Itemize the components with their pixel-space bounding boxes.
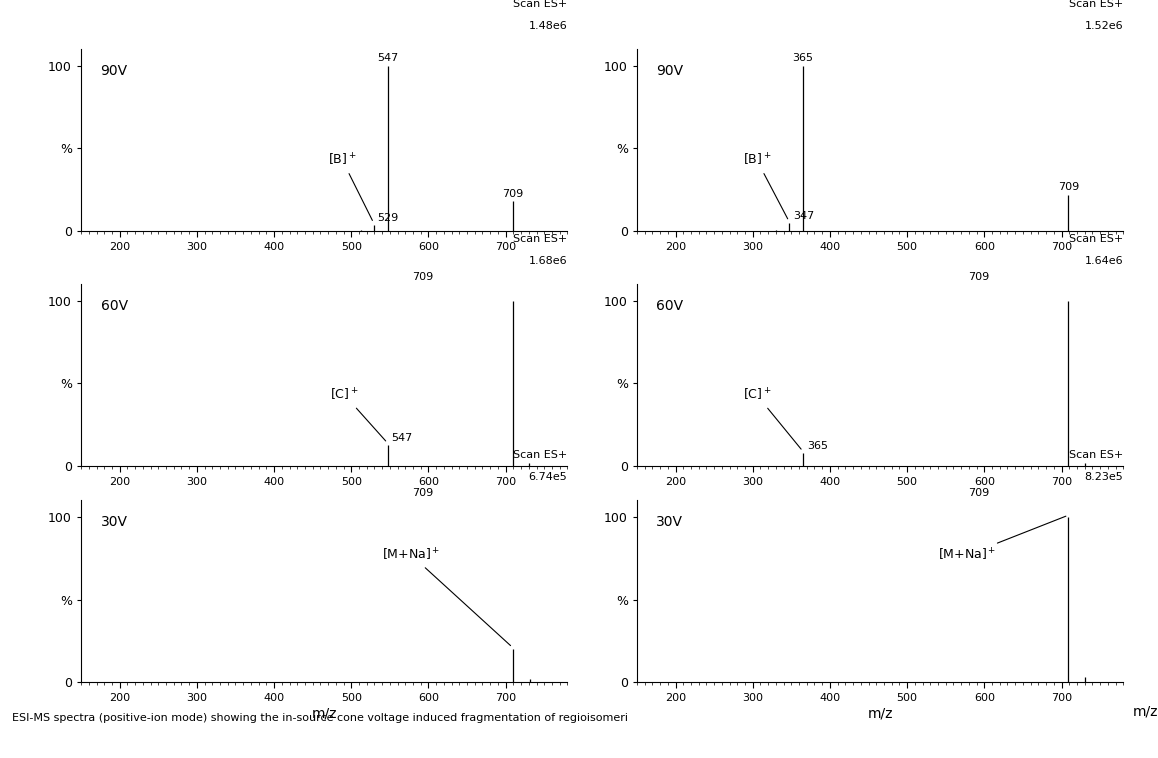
Text: 8.23e5: 8.23e5 xyxy=(1085,472,1123,482)
Text: 1.68e6: 1.68e6 xyxy=(529,256,567,266)
Text: m/z: m/z xyxy=(1133,704,1158,718)
Text: Scan ES+: Scan ES+ xyxy=(1069,234,1123,244)
Text: 709: 709 xyxy=(412,488,433,499)
Text: 547: 547 xyxy=(391,433,412,443)
Text: 709: 709 xyxy=(501,189,523,199)
Text: 347: 347 xyxy=(793,211,814,221)
Text: 30V: 30V xyxy=(657,515,683,529)
Text: Scan ES+: Scan ES+ xyxy=(513,234,567,244)
Text: 1.64e6: 1.64e6 xyxy=(1085,256,1123,266)
Text: 1.52e6: 1.52e6 xyxy=(1085,21,1123,31)
Text: Scan ES+: Scan ES+ xyxy=(1069,0,1123,9)
Text: [C]$^+$: [C]$^+$ xyxy=(742,387,801,449)
Text: [M+Na]$^+$: [M+Na]$^+$ xyxy=(382,547,511,646)
Text: 365: 365 xyxy=(807,441,828,451)
Text: 547: 547 xyxy=(376,53,398,64)
Text: 90V: 90V xyxy=(657,64,683,78)
Text: 709: 709 xyxy=(968,488,989,499)
Text: [C]$^+$: [C]$^+$ xyxy=(330,387,386,441)
Text: ESI-MS spectra (positive-ion mode) showing the in-source cone voltage induced fr: ESI-MS spectra (positive-ion mode) showi… xyxy=(12,713,628,722)
Text: Scan ES+: Scan ES+ xyxy=(1069,450,1123,460)
Text: Scan ES+: Scan ES+ xyxy=(513,0,567,9)
Text: 6.74e5: 6.74e5 xyxy=(529,472,567,482)
Text: [B]$^+$: [B]$^+$ xyxy=(328,152,373,221)
X-axis label: m/z: m/z xyxy=(867,706,893,721)
Text: 365: 365 xyxy=(792,53,813,64)
Text: 709: 709 xyxy=(412,272,433,283)
Text: 709: 709 xyxy=(1057,183,1079,193)
Text: 90V: 90V xyxy=(101,64,127,78)
Text: [B]$^+$: [B]$^+$ xyxy=(742,152,787,219)
Text: 60V: 60V xyxy=(657,299,683,313)
Text: 60V: 60V xyxy=(101,299,127,313)
Text: 1.48e6: 1.48e6 xyxy=(529,21,567,31)
Text: 529: 529 xyxy=(378,213,398,223)
X-axis label: m/z: m/z xyxy=(312,706,337,721)
Text: 30V: 30V xyxy=(101,515,127,529)
Text: Scan ES+: Scan ES+ xyxy=(513,450,567,460)
Text: [M+Na]$^+$: [M+Na]$^+$ xyxy=(938,516,1065,563)
Text: 709: 709 xyxy=(968,272,989,283)
